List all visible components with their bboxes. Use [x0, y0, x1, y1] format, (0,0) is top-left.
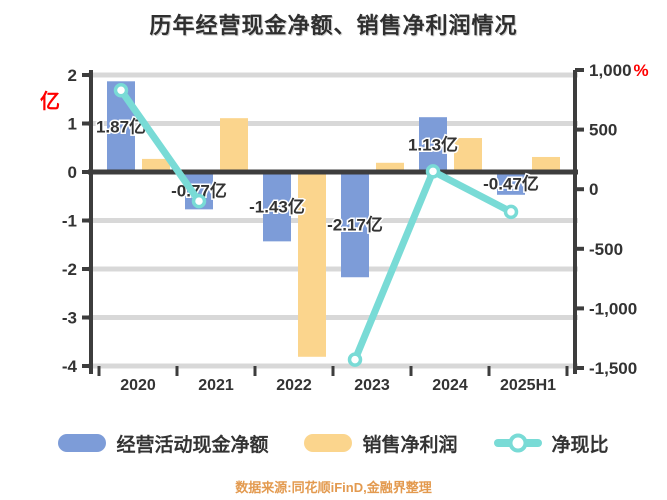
ratio-line-marker-2025H1: [503, 204, 519, 220]
x-axis-label-2022: 2022: [276, 377, 312, 394]
right-axis-tick-label: -1,000: [589, 299, 637, 318]
right-axis-tick-label: -1,500: [589, 359, 637, 378]
left-axis-tick-label: -1: [62, 212, 77, 231]
right-axis-tick-label: 0: [589, 180, 598, 199]
right-axis-tick-label: 1,000%: [589, 61, 649, 80]
ratio-line-segment: [351, 167, 515, 364]
legend-label-net-profit: 销售净利润: [362, 434, 458, 456]
left-axis-tick-label: 0: [68, 163, 77, 182]
bar-operating-cash-2022: [263, 172, 291, 242]
chart-title: 历年经营现金净额、销售净利润情况: [149, 13, 518, 38]
bar-net-profit-2023: [376, 162, 404, 172]
right-axis-unit: %: [634, 61, 649, 80]
x-axis-label-2021: 2021: [198, 377, 234, 394]
data-source-caption: 数据来源:同花顺iFinD,金融界整理: [235, 480, 432, 495]
legend-label-cash-ratio: 净现比: [551, 434, 609, 456]
ratio-line-marker-2023: [347, 352, 363, 367]
legend-swatch-line-teal-icon: [493, 433, 542, 453]
legend-item-cash-ratio: 净现比: [493, 430, 609, 457]
legend-item-net-profit: 销售净利润: [304, 430, 458, 457]
bar-value-label-2024: 1.13亿: [408, 135, 458, 155]
left-axis-tick-label: 1: [68, 115, 77, 134]
bar-value-label-2020: 1.87亿: [96, 117, 146, 137]
left-axis-unit: 亿: [40, 89, 60, 113]
ratio-line-marker-2020: [113, 83, 129, 98]
bar-net-profit-2021: [220, 118, 248, 172]
x-axis-label-2025H1: 2025H1: [500, 377, 556, 394]
chart-legend: 经营活动现金净额 销售净利润 净现比: [0, 428, 667, 458]
legend-item-operating-cash: 经营活动现金净额: [58, 430, 268, 457]
bar-operating-cash-2024: [419, 117, 447, 172]
right-axis-tick-label: 500: [589, 121, 617, 140]
x-axis-label-2023: 2023: [354, 377, 390, 394]
legend-label-operating-cash: 经营活动现金净额: [116, 434, 269, 456]
left-axis-tick-label: 2: [68, 66, 77, 85]
bar-operating-cash-2025H1: [497, 172, 525, 195]
x-axis-label-2024: 2024: [432, 377, 468, 394]
bar-net-profit-2020: [142, 158, 170, 172]
legend-swatch-bar-blue-icon: [58, 434, 107, 452]
bar-net-profit-2022: [298, 172, 326, 357]
bar-net-profit-2025H1: [532, 156, 560, 172]
ratio-line-marker-2021: [191, 193, 207, 209]
right-axis-tick-label: -500: [589, 240, 623, 259]
bar-net-profit-2024: [454, 138, 482, 172]
left-axis-tick-label: -4: [62, 357, 78, 376]
left-axis-tick-label: -3: [62, 309, 77, 328]
left-axis-tick-label: -2: [62, 260, 77, 279]
legend-swatch-bar-orange-icon: [304, 434, 353, 452]
bar-operating-cash-2023: [341, 172, 369, 278]
bar-value-label-2023: -2.17亿: [327, 215, 383, 235]
bar-value-label-2025H1: -0.47亿: [483, 173, 539, 193]
ratio-line-marker-2024: [425, 164, 441, 179]
x-axis-label-2020: 2020: [120, 377, 156, 394]
bar-value-label-2022: -1.43亿: [249, 197, 305, 217]
ratio-line-segment: [117, 86, 203, 205]
